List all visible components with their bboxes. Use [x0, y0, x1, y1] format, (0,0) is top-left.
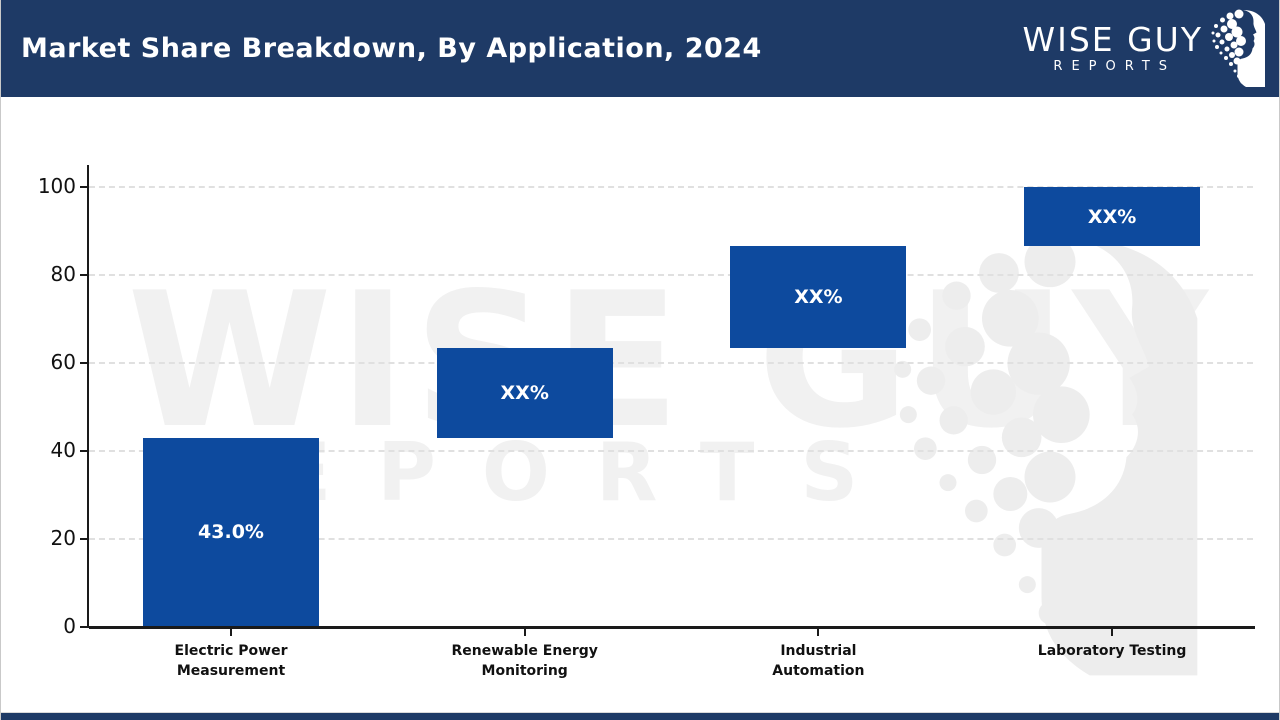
- y-tick-mark: [80, 362, 89, 364]
- logo-wordmark: WISE GUY: [1022, 20, 1203, 59]
- y-tick-mark: [80, 538, 89, 540]
- y-tick-label: 60: [50, 350, 76, 374]
- bar-segment: 43.0%: [143, 437, 319, 627]
- y-tick-label: 0: [63, 614, 76, 638]
- x-axis-line: [89, 626, 1255, 629]
- gridline-80: [89, 274, 1253, 276]
- gridline-20: [89, 538, 1253, 540]
- y-tick-label: 20: [50, 526, 76, 550]
- bar-segment: XX%: [1024, 187, 1201, 247]
- logo-text: WISE GUY REPORTS: [1022, 20, 1203, 75]
- header-band: Market Share Breakdown, By Application, …: [1, 0, 1279, 97]
- x-tick-mark: [230, 627, 232, 636]
- x-tick-mark: [817, 627, 820, 636]
- gridline-60: [89, 362, 1253, 364]
- page-title: Market Share Breakdown, By Application, …: [21, 33, 762, 64]
- x-category-label: Laboratory Testing: [1037, 643, 1187, 659]
- bar-segment: XX%: [730, 246, 907, 348]
- footer-accent-bar: [1, 713, 1279, 720]
- y-tick-label: 100: [37, 174, 76, 198]
- gridline-40: [89, 450, 1253, 452]
- bar-value-label: XX%: [500, 381, 549, 404]
- y-tick-label: 40: [50, 438, 76, 462]
- x-category-label: Industrial Automation: [772, 643, 865, 679]
- bar-value-label: XX%: [794, 285, 843, 308]
- bar-value-label: XX%: [1087, 205, 1137, 228]
- y-axis-line: [87, 165, 89, 628]
- x-tick-mark: [1111, 627, 1114, 636]
- x-category-label: Electric Power Measurement: [174, 643, 288, 679]
- wise-guy-reports-logo: WISE GUY REPORTS: [1022, 9, 1267, 89]
- y-tick-label: 80: [50, 262, 76, 286]
- y-tick-mark: [80, 274, 89, 276]
- x-category-label: Renewable Energy Monitoring: [451, 643, 598, 679]
- bar-value-label: 43.0%: [198, 521, 264, 544]
- y-tick-mark: [80, 186, 89, 188]
- footer-divider: [1, 712, 1279, 713]
- y-tick-mark: [80, 450, 89, 452]
- bar-segment: XX%: [436, 347, 613, 438]
- y-tick-mark: [80, 626, 89, 628]
- gridline-100: [89, 186, 1253, 188]
- logo-subtitle: REPORTS: [1053, 59, 1177, 74]
- x-tick-mark: [523, 627, 526, 636]
